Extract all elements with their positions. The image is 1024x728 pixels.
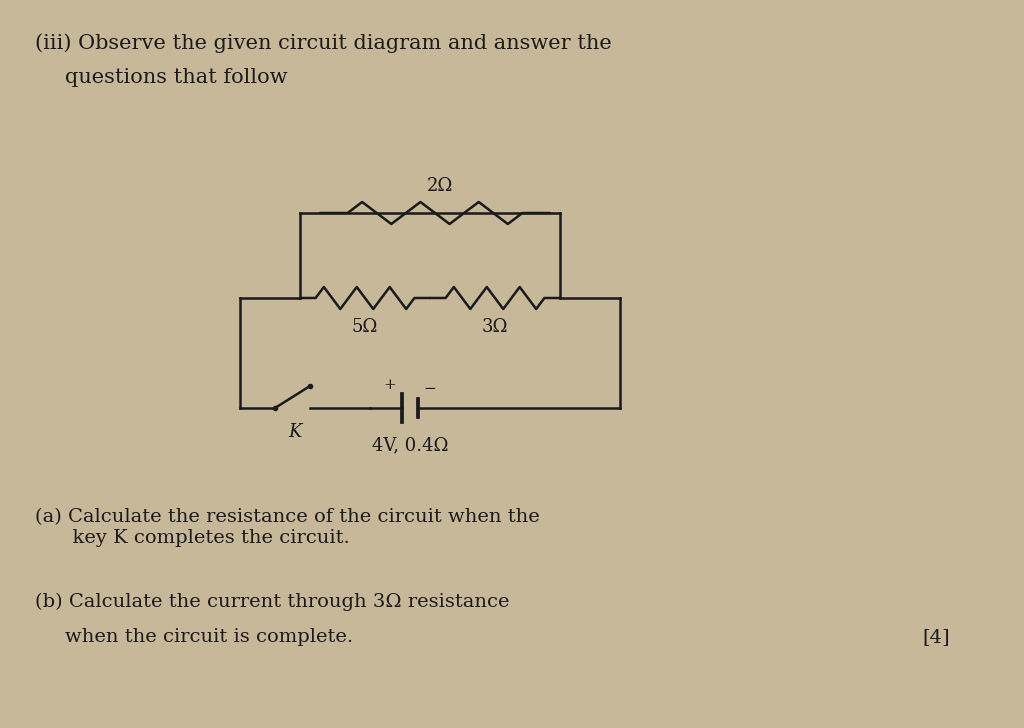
- Text: K: K: [288, 423, 302, 441]
- Text: (a) Calculate the resistance of the circuit when the
      key K completes the c: (a) Calculate the resistance of the circ…: [35, 508, 540, 547]
- Text: questions that follow: questions that follow: [65, 68, 288, 87]
- Text: (iii) Observe the given circuit diagram and answer the: (iii) Observe the given circuit diagram …: [35, 33, 611, 52]
- Text: 4V, 0.4Ω: 4V, 0.4Ω: [372, 436, 449, 454]
- Text: +: +: [384, 378, 396, 392]
- Text: −: −: [424, 382, 436, 396]
- Text: (b) Calculate the current through 3Ω resistance: (b) Calculate the current through 3Ω res…: [35, 593, 510, 612]
- Text: when the circuit is complete.: when the circuit is complete.: [65, 628, 353, 646]
- Text: 2Ω: 2Ω: [427, 177, 454, 195]
- Text: [4]: [4]: [923, 628, 950, 646]
- Text: 5Ω: 5Ω: [352, 318, 378, 336]
- Text: 3Ω: 3Ω: [481, 318, 508, 336]
